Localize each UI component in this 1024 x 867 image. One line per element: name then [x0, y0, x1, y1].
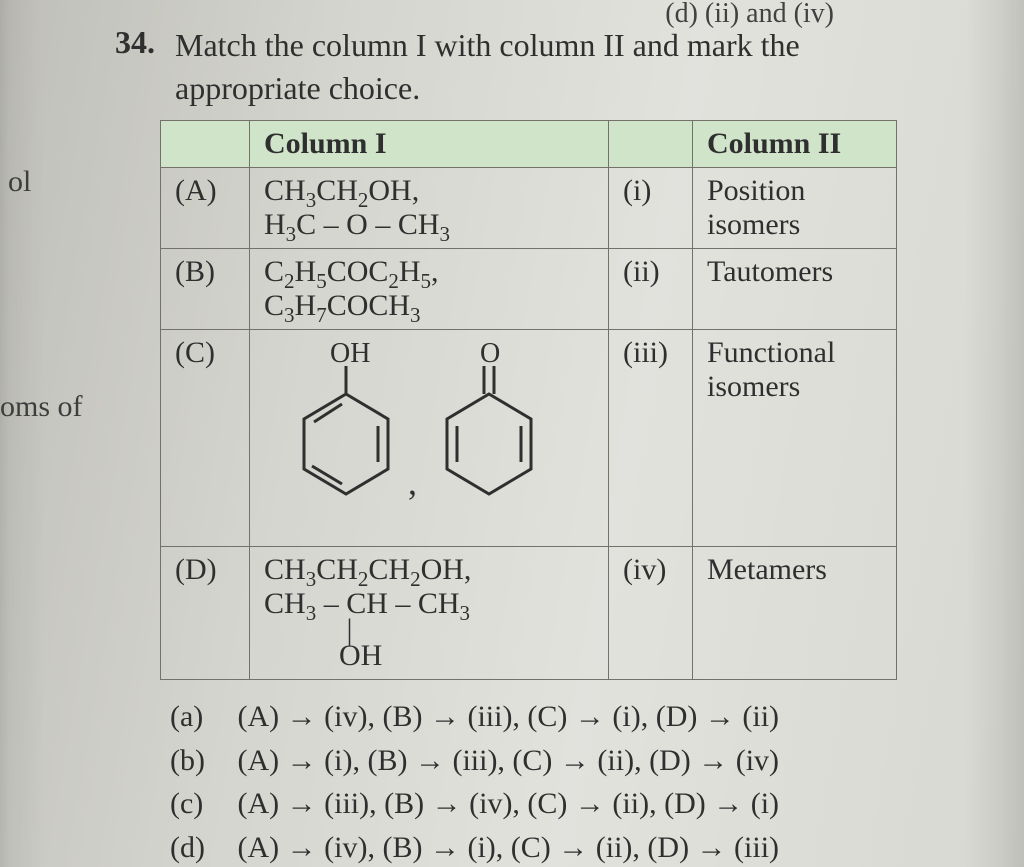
question-line1: Match the column I with column II and ma…	[175, 27, 800, 63]
header-column1: Column I	[250, 121, 609, 168]
row-b-line2: C3H7COCH3	[264, 289, 594, 323]
row-b-labelR: (ii)	[609, 249, 693, 330]
row-d-line1: CH3CH2CH2OH,	[264, 553, 594, 587]
ketone-o-label: O	[480, 338, 500, 369]
option-b: (b) (A) → (i), (B) → (iii), (C) → (ii), …	[170, 739, 779, 783]
row-c-col2-line2: isomers	[707, 370, 882, 404]
match-table: Column I Column II (A) CH3CH2OH, H3C – O…	[160, 120, 897, 680]
row-a-line2: H3C – O – CH3	[264, 208, 594, 242]
option-d: (d) (A) → (iv), (B) → (i), (C) → (ii), (…	[170, 826, 779, 867]
chemical-structures-svg: OH , O	[258, 334, 578, 534]
option-a-text: (A) → (iv), (B) → (iii), (C) → (i), (D) …	[238, 700, 780, 733]
option-a: (a) (A) → (iv), (B) → (iii), (C) → (i), …	[170, 695, 779, 739]
row-d-line4: OH	[264, 639, 594, 673]
row-d-col2-line1: Metamers	[707, 553, 882, 587]
cyclohexadienone-structure: O	[447, 338, 531, 494]
row-c-label: (C)	[161, 330, 250, 547]
question-line2: appropriate choice.	[175, 70, 420, 106]
table-row: (D) CH3CH2CH2OH, CH3 – CH – CH3 | OH (iv…	[161, 547, 897, 680]
row-b-label: (B)	[161, 249, 250, 330]
row-b-col1: C2H5COC2H5, C3H7COCH3	[250, 249, 609, 330]
row-d-labelR: (iv)	[609, 547, 693, 680]
row-a-col2: Position isomers	[693, 168, 897, 249]
question-text: Match the column I with column II and ma…	[175, 24, 935, 110]
table-row: (B) C2H5COC2H5, C3H7COCH3 (ii) Tautomers	[161, 249, 897, 330]
margin-cut-text-1: ol	[8, 165, 31, 199]
header-blank-left	[161, 121, 250, 168]
answer-options: (a) (A) → (iv), (B) → (iii), (C) → (i), …	[170, 695, 779, 867]
option-d-label: (d)	[170, 826, 230, 867]
page: (d) (ii) and (iv) ol oms of 34. Match th…	[0, 0, 1024, 867]
phenol-oh-label: OH	[330, 338, 370, 369]
header-column2: Column II	[693, 121, 897, 168]
page-shadow-right	[964, 0, 1024, 867]
row-c-col2: Functional isomers	[693, 330, 897, 547]
row-b-col2-line1: Tautomers	[707, 255, 882, 289]
page-shadow-left	[0, 0, 45, 867]
row-a-col2-line2: isomers	[707, 208, 882, 242]
phenol-ring	[304, 394, 388, 494]
table-header-row: Column I Column II	[161, 121, 897, 168]
option-b-text: (A) → (i), (B) → (iii), (C) → (ii), (D) …	[238, 744, 780, 777]
row-b-col2: Tautomers	[693, 249, 897, 330]
header-blank-right	[609, 121, 693, 168]
phenol-double-3	[314, 404, 342, 422]
option-b-label: (b)	[170, 739, 230, 783]
row-d-line3: |	[264, 621, 594, 639]
question-number: 34.	[115, 24, 155, 61]
option-c: (c) (A) → (iii), (B) → (iv), (C) → (ii),…	[170, 782, 779, 826]
row-d-col2: Metamers	[693, 547, 897, 680]
row-a-line1: CH3CH2OH,	[264, 174, 594, 208]
row-c-labelR: (iii)	[609, 330, 693, 547]
table-row: (A) CH3CH2OH, H3C – O – CH3 (i) Position…	[161, 168, 897, 249]
option-c-label: (c)	[170, 782, 230, 826]
structure-separator: ,	[408, 462, 417, 502]
phenol-structure: OH	[304, 338, 388, 494]
row-a-labelR: (i)	[609, 168, 693, 249]
table-row: (C) OH , O	[161, 330, 897, 547]
row-d-col1: CH3CH2CH2OH, CH3 – CH – CH3 | OH	[250, 547, 609, 680]
row-a-label: (A)	[161, 168, 250, 249]
row-a-col1: CH3CH2OH, H3C – O – CH3	[250, 168, 609, 249]
row-d-label: (D)	[161, 547, 250, 680]
row-b-line1: C2H5COC2H5,	[264, 255, 594, 289]
row-c-col2-line1: Functional	[707, 336, 882, 370]
option-d-text: (A) → (iv), (B) → (i), (C) → (ii), (D) →…	[238, 831, 780, 864]
option-c-text: (A) → (iii), (B) → (iv), (C) → (ii), (D)…	[238, 787, 780, 820]
margin-cut-text-2: oms of	[0, 390, 83, 424]
ketone-ring	[447, 394, 531, 494]
row-c-col1-structures: OH , O	[250, 330, 609, 547]
option-a-label: (a)	[170, 695, 230, 739]
row-a-col2-line1: Position	[707, 174, 882, 208]
